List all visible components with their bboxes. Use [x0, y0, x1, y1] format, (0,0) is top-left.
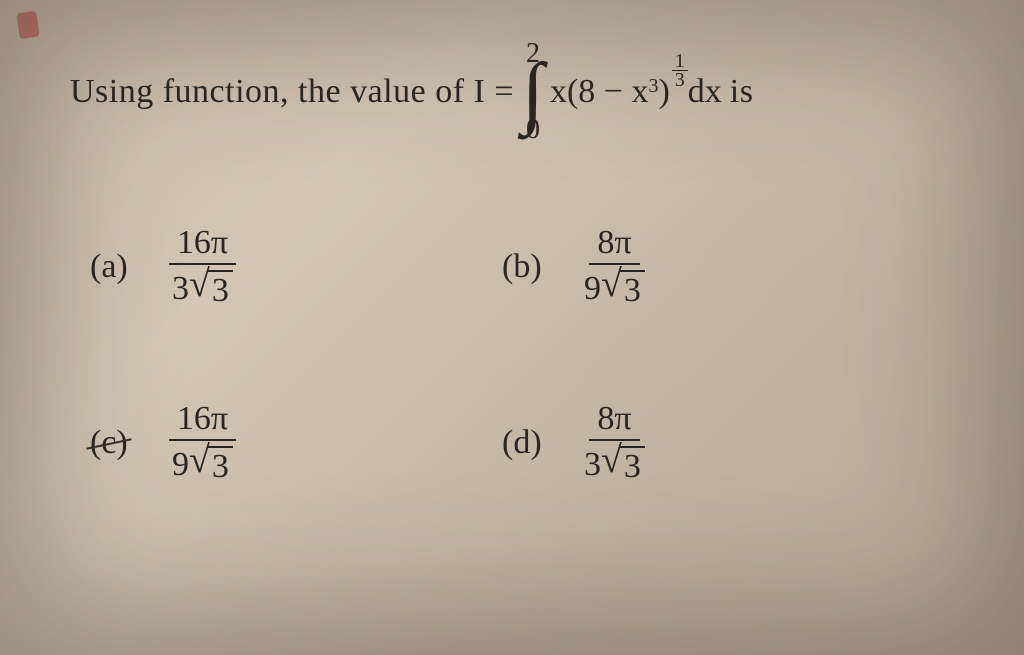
denom-coefficient: 3 — [584, 446, 601, 483]
sqrt-symbol: √ — [189, 443, 210, 477]
option-label: (a) — [90, 248, 140, 286]
sqrt-radicand: 3 — [620, 270, 645, 309]
fraction-denominator: 9 √ 3 — [576, 265, 653, 309]
integrand-part1: x(8 − x — [550, 73, 649, 111]
option-a: (a) 16π 3 √ 3 — [90, 224, 462, 310]
denom-coefficient: 9 — [584, 270, 601, 307]
sqrt-symbol: √ — [601, 267, 622, 301]
option-fraction: 16π 3 √ 3 — [164, 224, 241, 310]
fraction-numerator: 8π — [589, 400, 639, 441]
integrand: x(8 − x 3 ) 1 3 dx — [550, 73, 722, 111]
fraction-numerator: 16π — [169, 400, 236, 441]
option-label: (c) — [90, 424, 140, 462]
question-block: Using function, the value of I = 2 ∫ 0 x… — [0, 0, 1024, 526]
fraction-numerator: 8π — [589, 224, 639, 265]
sqrt-symbol: √ — [189, 267, 210, 301]
option-fraction: 16π 9 √ 3 — [164, 400, 241, 486]
sqrt-radicand: 3 — [208, 270, 233, 309]
question-prefix: Using function, the value of I = — [70, 73, 514, 111]
option-d: (d) 8π 3 √ 3 — [502, 400, 874, 486]
denom-coefficient: 3 — [172, 270, 189, 307]
option-label: (d) — [502, 424, 552, 462]
option-fraction: 8π 9 √ 3 — [576, 224, 653, 310]
differential: dx — [688, 73, 722, 111]
outer-exp-denominator: 3 — [672, 71, 688, 89]
sqrt-radicand: 3 — [208, 446, 233, 485]
question-stem: Using function, the value of I = 2 ∫ 0 x… — [50, 40, 974, 144]
option-fraction: 8π 3 √ 3 — [576, 400, 653, 486]
denom-coefficient: 9 — [172, 446, 189, 483]
fraction-denominator: 3 √ 3 — [576, 441, 653, 485]
sqrt-symbol: √ — [601, 443, 622, 477]
sqrt-expression: √ 3 — [189, 443, 233, 485]
option-c: (c) 16π 9 √ 3 — [90, 400, 462, 486]
sqrt-expression: √ 3 — [601, 267, 645, 309]
integral-sign: 2 ∫ 0 — [522, 40, 544, 144]
outer-exp-numerator: 1 — [672, 52, 688, 71]
fraction-denominator: 9 √ 3 — [164, 441, 241, 485]
fraction-denominator: 3 √ 3 — [164, 265, 241, 309]
question-suffix: is — [730, 73, 754, 111]
option-b: (b) 8π 9 √ 3 — [502, 224, 874, 310]
sqrt-expression: √ 3 — [189, 267, 233, 309]
options-grid: (a) 16π 3 √ 3 (b) 8π 9 √ — [50, 224, 974, 486]
sqrt-radicand: 3 — [620, 446, 645, 485]
fraction-numerator: 16π — [169, 224, 236, 265]
integral-expression: 2 ∫ 0 x(8 − x 3 ) 1 3 dx — [522, 40, 722, 144]
integral-lower-bound: 0 — [526, 116, 540, 144]
option-label: (b) — [502, 248, 552, 286]
sqrt-expression: √ 3 — [601, 443, 645, 485]
inner-exponent: 3 — [648, 75, 658, 98]
close-paren: ) — [658, 73, 669, 111]
outer-fractional-exponent: 1 3 — [672, 52, 688, 89]
